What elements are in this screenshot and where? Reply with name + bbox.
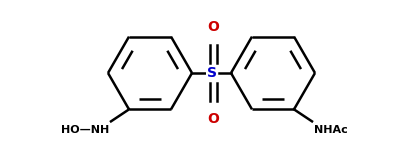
Text: S: S	[207, 66, 217, 80]
Text: NHAc: NHAc	[314, 125, 348, 135]
Text: HO—NH: HO—NH	[61, 125, 109, 135]
Text: O: O	[207, 20, 219, 34]
Text: O: O	[207, 112, 219, 126]
